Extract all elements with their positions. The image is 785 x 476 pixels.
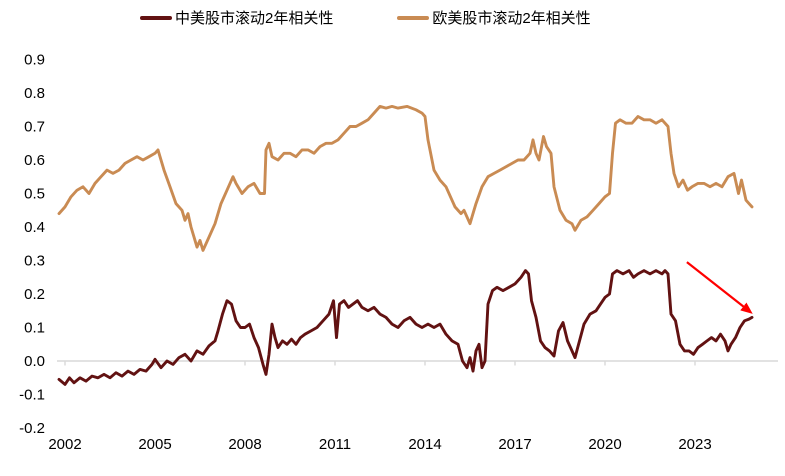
legend-item-eu-us: 欧美股市滚动2年相关性 — [397, 7, 591, 28]
y-axis-tick-label: -0.2 — [19, 420, 45, 437]
x-axis-tick-label: 2002 — [48, 436, 81, 453]
x-axis-tick-label: 2011 — [319, 436, 351, 453]
x-axis-tick-label: 2005 — [138, 436, 171, 453]
y-axis-tick-label: 0.5 — [24, 186, 45, 203]
legend-label-cn-us: 中美股市滚动2年相关性 — [175, 10, 334, 27]
legend-swatch-cn-us-line-icon — [140, 15, 172, 20]
y-axis-tick-label: 0.7 — [24, 119, 45, 136]
x-axis-tick-label: 2020 — [588, 436, 621, 453]
y-axis-tick-label: -0.1 — [19, 387, 45, 404]
y-axis-tick-label: 0.8 — [24, 85, 45, 102]
chart-legend: 中美股市滚动2年相关性 欧美股市滚动2年相关性 — [140, 7, 591, 28]
y-axis-tick-label: 0.4 — [24, 219, 45, 236]
y-axis-tick-label: 0.1 — [24, 320, 45, 337]
legend-swatch-eu-us-line-icon — [397, 15, 430, 20]
x-axis-tick-label: 2014 — [408, 436, 441, 453]
y-axis-tick-label: 0.0 — [24, 353, 45, 370]
y-axis-tick-label: 0.2 — [24, 286, 45, 303]
legend-label-eu-us: 欧美股市滚动2年相关性 — [432, 10, 591, 27]
x-axis-tick-label: 2008 — [228, 436, 261, 453]
series-line-eu-us — [57, 104, 754, 252]
y-axis-tick-label: 0.9 — [24, 52, 45, 69]
y-axis-tick-label: 0.6 — [24, 152, 45, 169]
x-axis-tick-label: 2017 — [498, 436, 531, 453]
trend-annotation-arrow — [686, 261, 753, 314]
legend-item-cn-us: 中美股市滚动2年相关性 — [140, 7, 333, 28]
series-line-cn-us — [57, 269, 754, 386]
y-axis-tick-label: 0.3 — [24, 253, 45, 270]
x-axis-tick-label: 2023 — [678, 436, 711, 453]
